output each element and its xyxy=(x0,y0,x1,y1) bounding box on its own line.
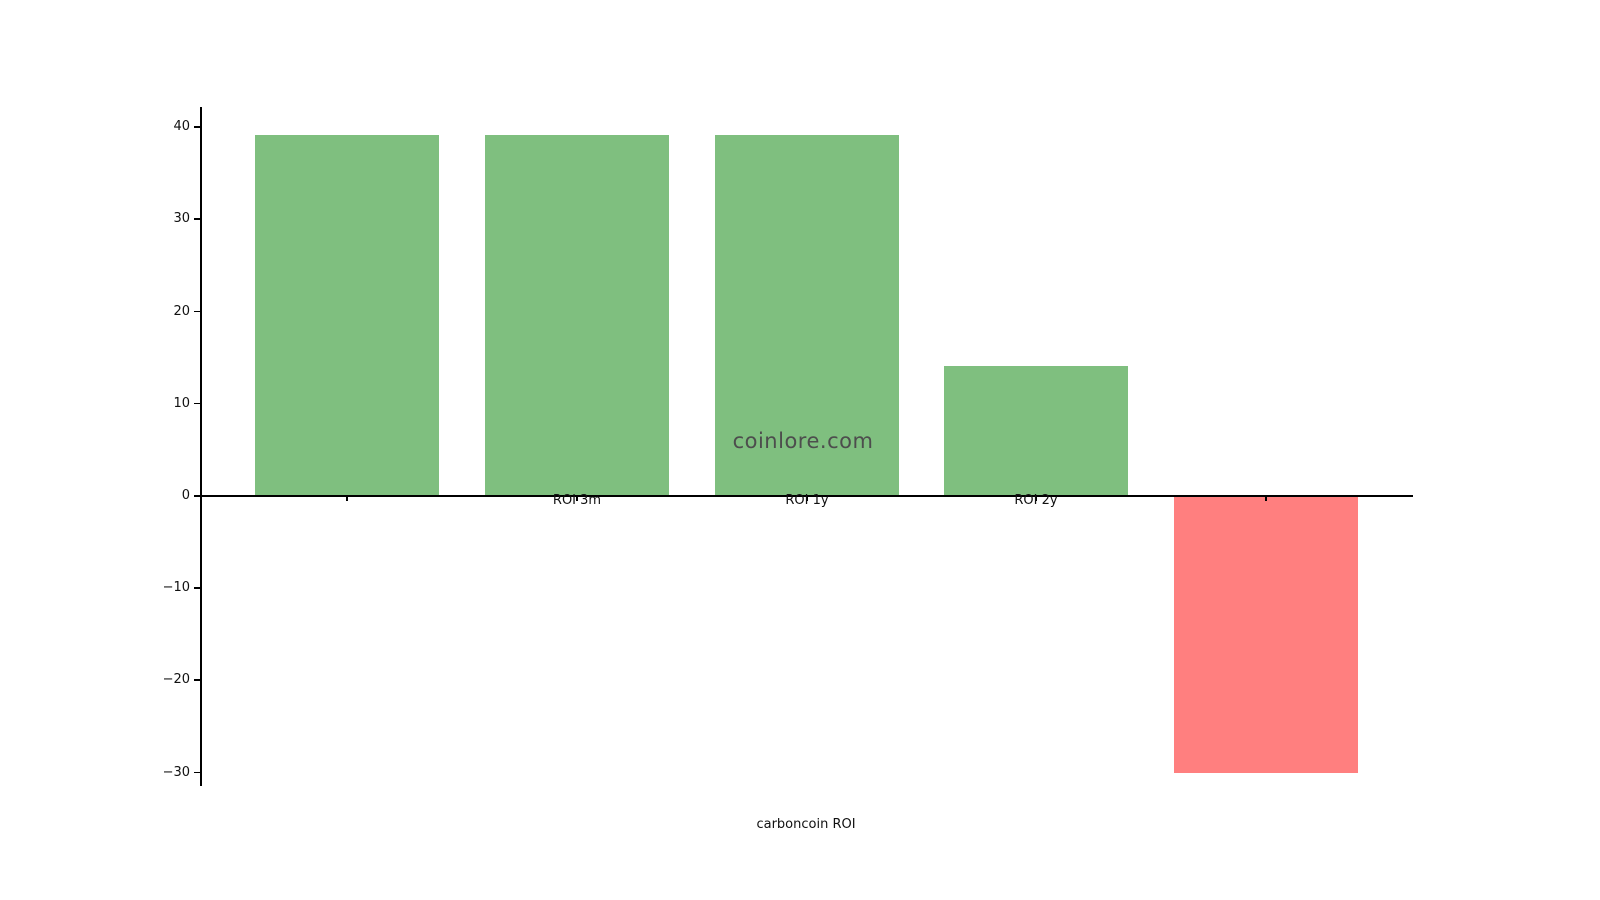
y-tick-label: −30 xyxy=(162,764,190,780)
y-tick-mark xyxy=(194,310,200,313)
y-tick-mark xyxy=(194,495,200,497)
x-tick-label: ROI 1y xyxy=(785,493,829,508)
y-tick-label: 40 xyxy=(173,119,190,135)
x-tick-mark xyxy=(1035,495,1037,501)
y-tick-mark xyxy=(194,771,200,774)
x-tick-mark xyxy=(576,495,578,501)
x-tick-mark xyxy=(346,495,348,501)
y-tick-mark xyxy=(194,679,200,681)
chart-title: carboncoin ROI xyxy=(756,817,856,832)
x-tick-mark xyxy=(806,495,808,501)
chart-bar-unlabeled-4 xyxy=(1174,496,1358,774)
chart-bar-roi-3m xyxy=(485,135,669,495)
chart-bar-roi-2y xyxy=(944,365,1128,495)
y-tick-label: 20 xyxy=(173,303,190,319)
y-tick-label: −10 xyxy=(162,580,190,596)
x-tick-label: ROI 2y xyxy=(1014,493,1058,508)
watermark-text: coinlore.com xyxy=(732,429,874,453)
y-axis-spine xyxy=(200,107,202,786)
y-tick-label: 30 xyxy=(173,211,190,227)
y-tick-label: −20 xyxy=(162,672,190,688)
x-tick-label: ROI 3m xyxy=(552,493,602,508)
chart-bar-roi-1y xyxy=(715,135,899,495)
chart-bar-unlabeled-0 xyxy=(255,135,439,495)
y-tick-label: 10 xyxy=(173,395,190,411)
y-tick-mark xyxy=(194,218,200,220)
y-tick-label: 0 xyxy=(181,488,190,503)
y-tick-mark xyxy=(194,402,200,405)
y-tick-mark xyxy=(194,587,200,589)
x-tick-mark xyxy=(1265,495,1267,501)
y-tick-mark xyxy=(194,126,200,128)
